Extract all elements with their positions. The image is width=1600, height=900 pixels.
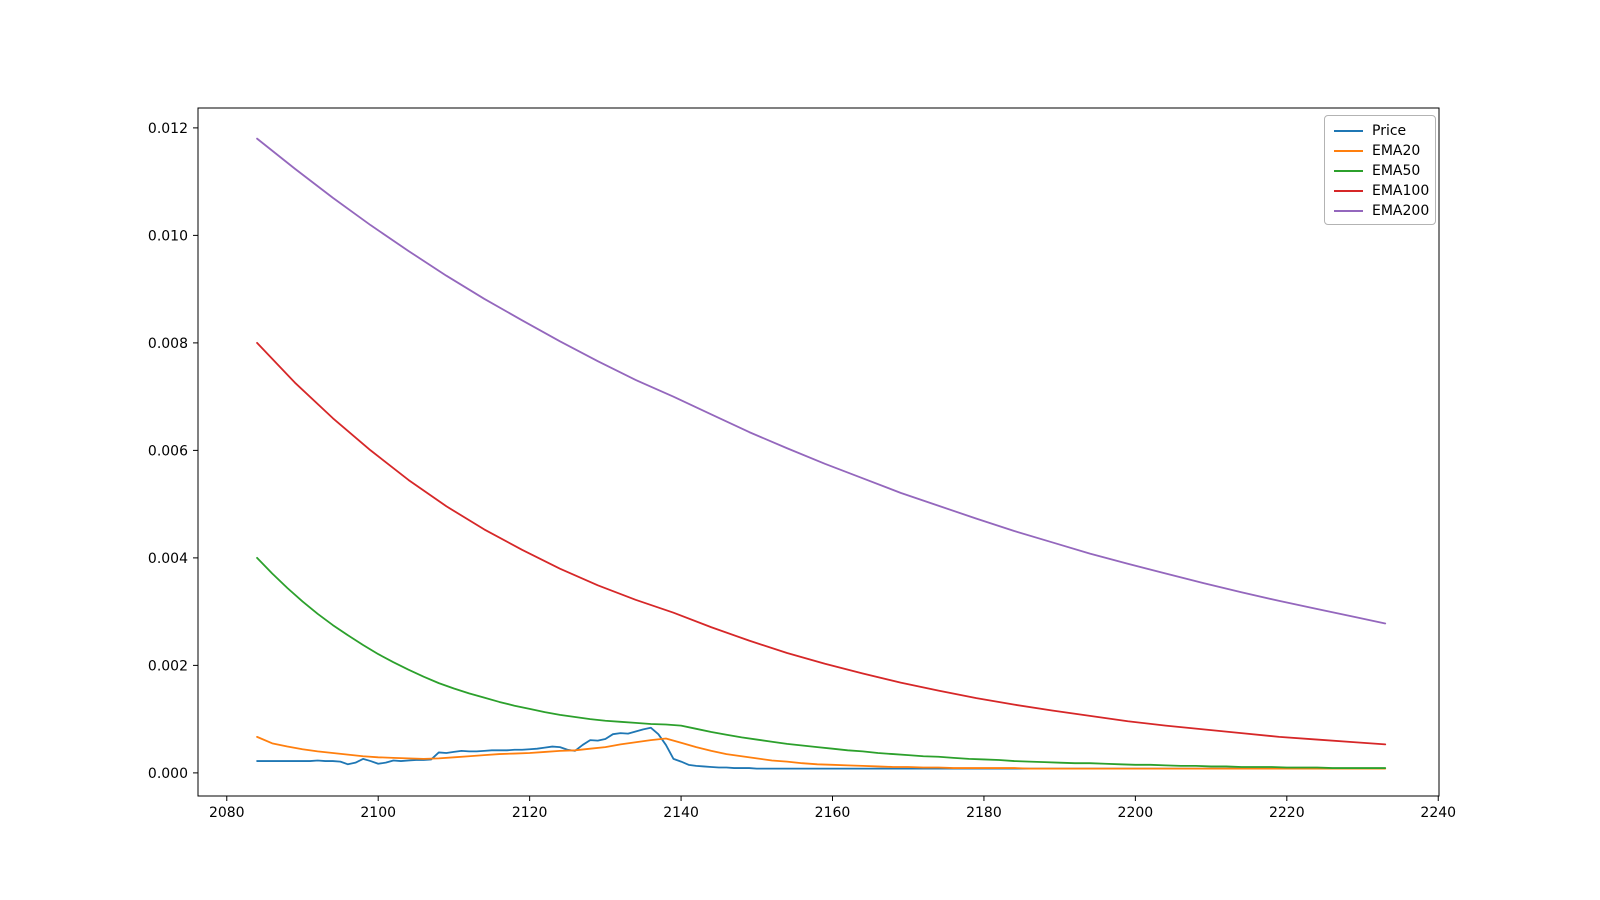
y-tick-label: 0.002: [148, 658, 188, 674]
legend-item: EMA200: [1325, 201, 1435, 221]
y-tick-label: 0.006: [148, 443, 188, 459]
legend-line-sample-ema50: [1334, 170, 1363, 172]
series-line-ema100: [256, 341, 1387, 746]
legend-label-price: Price: [1372, 123, 1407, 139]
series-line-ema200: [256, 137, 1387, 625]
legend-line-sample-ema20: [1334, 150, 1363, 152]
x-tick-label: 2160: [815, 805, 851, 821]
x-tick-label: 2080: [209, 805, 245, 821]
x-tick-label: 2100: [360, 805, 396, 821]
x-tick-label: 2220: [1269, 805, 1305, 821]
legend-label-ema50: EMA50: [1372, 163, 1421, 179]
y-tick-label: 0.000: [148, 766, 188, 782]
y-tick-label: 0.008: [148, 336, 188, 352]
legend: Price EMA20 EMA50 EMA100 EMA200: [1324, 115, 1436, 225]
legend-item: EMA20: [1325, 141, 1435, 161]
x-tick-label: 2240: [1420, 805, 1456, 821]
x-tick-label: 2180: [966, 805, 1002, 821]
x-tick-label: 2120: [512, 805, 548, 821]
y-tick-label: 0.010: [148, 228, 188, 244]
series-line-ema20: [256, 735, 1387, 770]
legend-item: Price: [1325, 121, 1435, 141]
legend-label-ema20: EMA20: [1372, 143, 1421, 159]
y-tick-label: 0.012: [148, 121, 188, 137]
x-tick-label: 2140: [663, 805, 699, 821]
legend-item: EMA50: [1325, 161, 1435, 181]
y-tick-label: 0.004: [148, 551, 188, 567]
legend-line-sample-price: [1334, 130, 1363, 132]
legend-line-sample-ema200: [1334, 210, 1363, 212]
legend-item: EMA100: [1325, 181, 1435, 201]
x-tick-label: 2200: [1118, 805, 1154, 821]
series-line-ema50: [256, 556, 1387, 769]
plot-border: [197, 107, 1440, 797]
legend-label-ema100: EMA100: [1372, 183, 1430, 199]
legend-label-ema200: EMA200: [1372, 203, 1430, 219]
series-line-price: [256, 726, 1356, 770]
legend-line-sample-ema100: [1334, 190, 1363, 192]
